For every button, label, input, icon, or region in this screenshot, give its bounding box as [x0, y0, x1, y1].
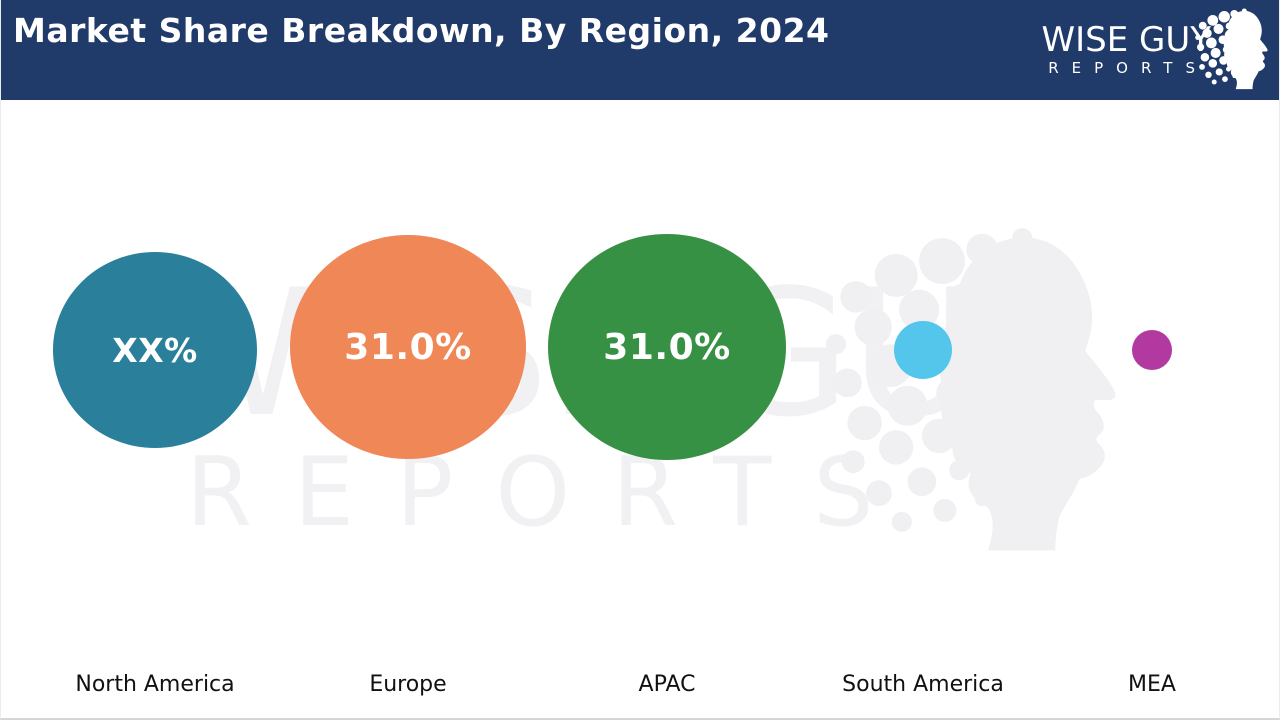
- category-label-south-america: South America: [842, 672, 1004, 697]
- header-bar: Market Share Breakdown, By Region, 2024 …: [1, 0, 1279, 100]
- bubble-south-america: [894, 321, 952, 379]
- logo-head-icon: [1195, 8, 1268, 90]
- category-label-north-america: North America: [75, 672, 235, 697]
- category-label-mea: MEA: [1128, 672, 1176, 697]
- wise-guy-reports-logo: WISE GUY REPORTS: [1031, 0, 1279, 100]
- bubble-value-label: XX%: [112, 330, 198, 370]
- category-label-europe: Europe: [369, 672, 447, 697]
- page-title: Market Share Breakdown, By Region, 2024: [13, 11, 830, 50]
- category-label-row: North America Europe APAC South America MEA: [1, 670, 1279, 704]
- bubble-value-label: 31.0%: [603, 326, 731, 368]
- bubble-north-america: XX%: [53, 252, 257, 448]
- bubble-value-label: 31.0%: [344, 326, 472, 368]
- logo-tagline-text: REPORTS: [1048, 59, 1208, 77]
- category-label-apac: APAC: [638, 672, 696, 697]
- bubble-mea: [1132, 330, 1172, 370]
- bubble-apac: 31.0%: [548, 234, 786, 460]
- logo-brand-text: WISE GUY: [1041, 20, 1211, 60]
- bubble-europe: 31.0%: [290, 235, 526, 459]
